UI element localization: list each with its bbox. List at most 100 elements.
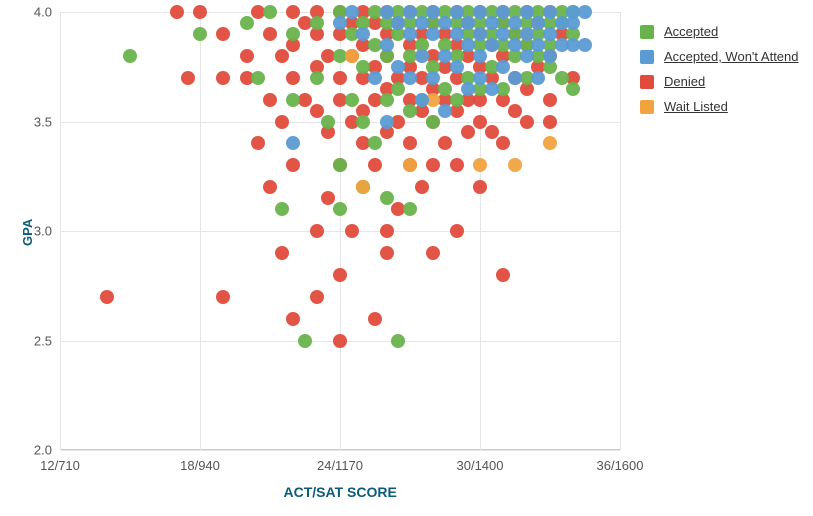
data-point	[310, 224, 324, 238]
data-point	[380, 93, 394, 107]
data-point	[356, 60, 370, 74]
data-point	[356, 27, 370, 41]
data-point	[426, 158, 440, 172]
data-point	[508, 158, 522, 172]
data-point	[555, 71, 569, 85]
y-tick-label: 2.0	[12, 443, 52, 458]
data-point	[461, 16, 475, 30]
data-point	[508, 38, 522, 52]
legend-item[interactable]: Wait Listed	[640, 99, 799, 114]
data-point	[438, 16, 452, 30]
data-point	[193, 5, 207, 19]
data-point	[520, 27, 534, 41]
data-point	[426, 27, 440, 41]
data-point	[461, 82, 475, 96]
legend-item[interactable]: Denied	[640, 74, 799, 89]
data-point	[508, 71, 522, 85]
legend-item[interactable]: Accepted	[640, 24, 799, 39]
x-tick-label: 12/710	[40, 458, 80, 473]
data-point	[508, 104, 522, 118]
data-point	[286, 158, 300, 172]
data-point	[170, 5, 184, 19]
data-point	[403, 136, 417, 150]
data-point	[403, 104, 417, 118]
data-point	[216, 290, 230, 304]
data-point	[508, 16, 522, 30]
legend: Accepted Accepted, Won't Attend Denied Wait…	[640, 24, 799, 124]
data-point	[275, 246, 289, 260]
data-point	[496, 60, 510, 74]
data-point	[543, 27, 557, 41]
data-point	[578, 38, 592, 52]
data-point	[216, 71, 230, 85]
data-point	[123, 49, 137, 63]
data-point	[380, 224, 394, 238]
y-tick-label: 2.5	[12, 333, 52, 348]
data-point	[100, 290, 114, 304]
data-point	[321, 191, 335, 205]
data-point	[391, 60, 405, 74]
legend-swatch	[640, 75, 654, 89]
data-point	[286, 71, 300, 85]
data-point	[368, 136, 382, 150]
data-point	[391, 82, 405, 96]
data-point	[251, 71, 265, 85]
gridline-h	[60, 450, 620, 451]
data-point	[473, 180, 487, 194]
data-point	[333, 16, 347, 30]
data-point	[391, 334, 405, 348]
data-point	[543, 136, 557, 150]
data-point	[403, 27, 417, 41]
data-point	[496, 27, 510, 41]
data-point	[380, 246, 394, 260]
data-point	[345, 5, 359, 19]
y-tick-label: 3.5	[12, 114, 52, 129]
legend-item[interactable]: Accepted, Won't Attend	[640, 49, 799, 64]
data-point	[403, 158, 417, 172]
data-point	[485, 125, 499, 139]
data-point	[310, 104, 324, 118]
legend-swatch	[640, 50, 654, 64]
data-point	[520, 5, 534, 19]
data-point	[450, 27, 464, 41]
plot-area	[60, 12, 620, 450]
data-point	[181, 71, 195, 85]
data-point	[286, 312, 300, 326]
data-point	[426, 5, 440, 19]
legend-swatch	[640, 25, 654, 39]
data-point	[310, 71, 324, 85]
x-tick-label: 36/1600	[597, 458, 644, 473]
data-point	[403, 71, 417, 85]
data-point	[275, 202, 289, 216]
data-point	[438, 82, 452, 96]
data-point	[240, 16, 254, 30]
data-point	[531, 71, 545, 85]
data-point	[566, 16, 580, 30]
data-point	[216, 27, 230, 41]
data-point	[403, 5, 417, 19]
data-point	[415, 49, 429, 63]
legend-label: Accepted, Won't Attend	[664, 49, 799, 64]
data-point	[473, 5, 487, 19]
data-point	[450, 224, 464, 238]
y-tick-label: 4.0	[12, 5, 52, 20]
data-point	[263, 93, 277, 107]
legend-label: Accepted	[664, 24, 718, 39]
data-point	[543, 93, 557, 107]
data-point	[251, 136, 265, 150]
data-point	[415, 16, 429, 30]
data-point	[543, 49, 557, 63]
data-point	[368, 71, 382, 85]
data-point	[438, 136, 452, 150]
data-point	[450, 93, 464, 107]
data-point	[333, 268, 347, 282]
gridline-v	[200, 12, 201, 450]
data-point	[473, 49, 487, 63]
legend-swatch	[640, 100, 654, 114]
scatter-chart: GPA ACT/SAT SCORE AcceptedAccepted, Won'…	[0, 0, 813, 516]
data-point	[578, 5, 592, 19]
data-point	[415, 93, 429, 107]
data-point	[333, 334, 347, 348]
data-point	[426, 246, 440, 260]
data-point	[531, 38, 545, 52]
